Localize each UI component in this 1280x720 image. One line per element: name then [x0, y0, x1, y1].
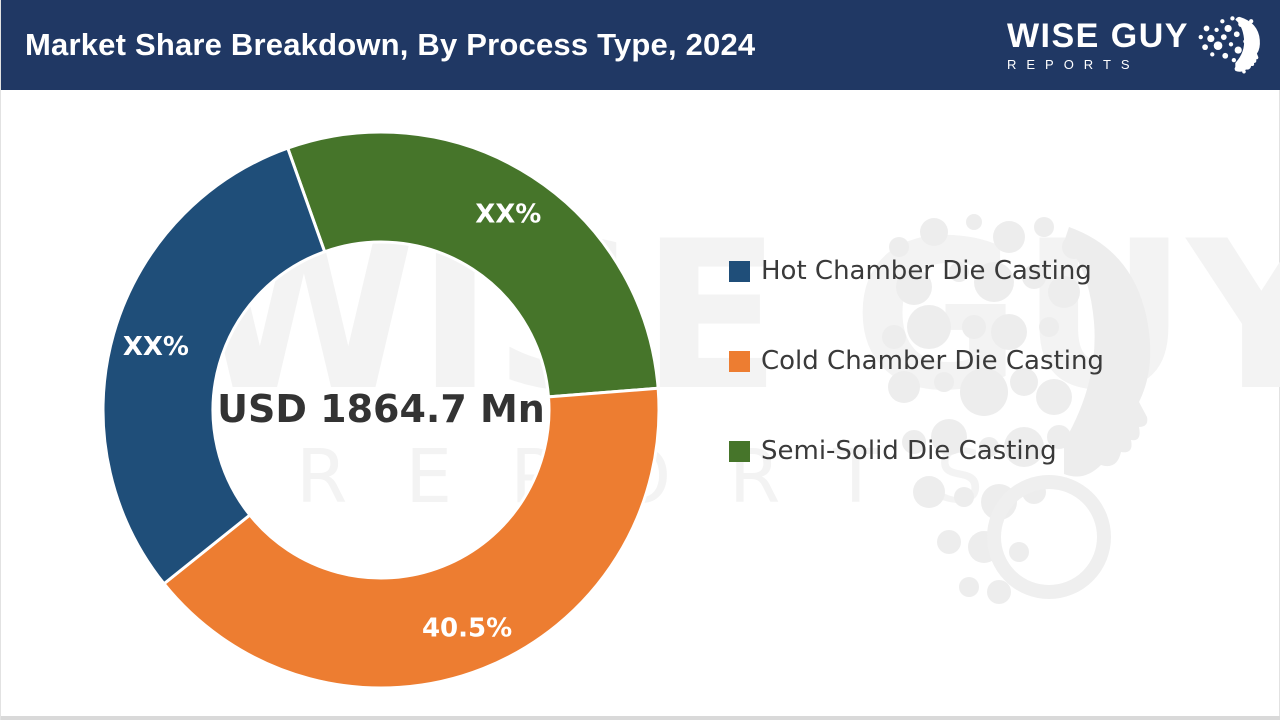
legend-label: Hot Chamber Die Casting — [761, 256, 1092, 286]
wiseguy-logo-text: WISE GUY REPORTS — [1007, 19, 1189, 71]
footer-strip — [1, 716, 1280, 720]
legend-label: Semi-Solid Die Casting — [761, 436, 1057, 466]
legend-swatch — [729, 260, 750, 282]
donut-center-value: USD 1864.7 Mn — [217, 387, 545, 431]
slice-label: 40.5% — [422, 614, 512, 644]
header-bar: Market Share Breakdown, By Process Type,… — [1, 0, 1280, 90]
legend-label: Cold Chamber Die Casting — [761, 346, 1104, 376]
slice-label: XX% — [123, 332, 189, 362]
legend-swatch — [729, 440, 750, 462]
page-title: Market Share Breakdown, By Process Type,… — [25, 27, 756, 62]
legend-swatch — [729, 350, 750, 372]
logo-subtext: REPORTS — [1006, 57, 1140, 72]
legend-item: Semi-Solid Die Casting — [729, 430, 1057, 472]
wiseguy-face-watermark-icon — [882, 214, 1151, 604]
logo-wordmark: WISE GUY — [1006, 17, 1189, 55]
legend-item: Cold Chamber Die Casting — [729, 340, 1104, 382]
legend-item: Hot Chamber Die Casting — [729, 250, 1092, 292]
wiseguy-face-icon — [1198, 16, 1260, 74]
wiseguy-logo: WISE GUY REPORTS — [1007, 4, 1280, 86]
